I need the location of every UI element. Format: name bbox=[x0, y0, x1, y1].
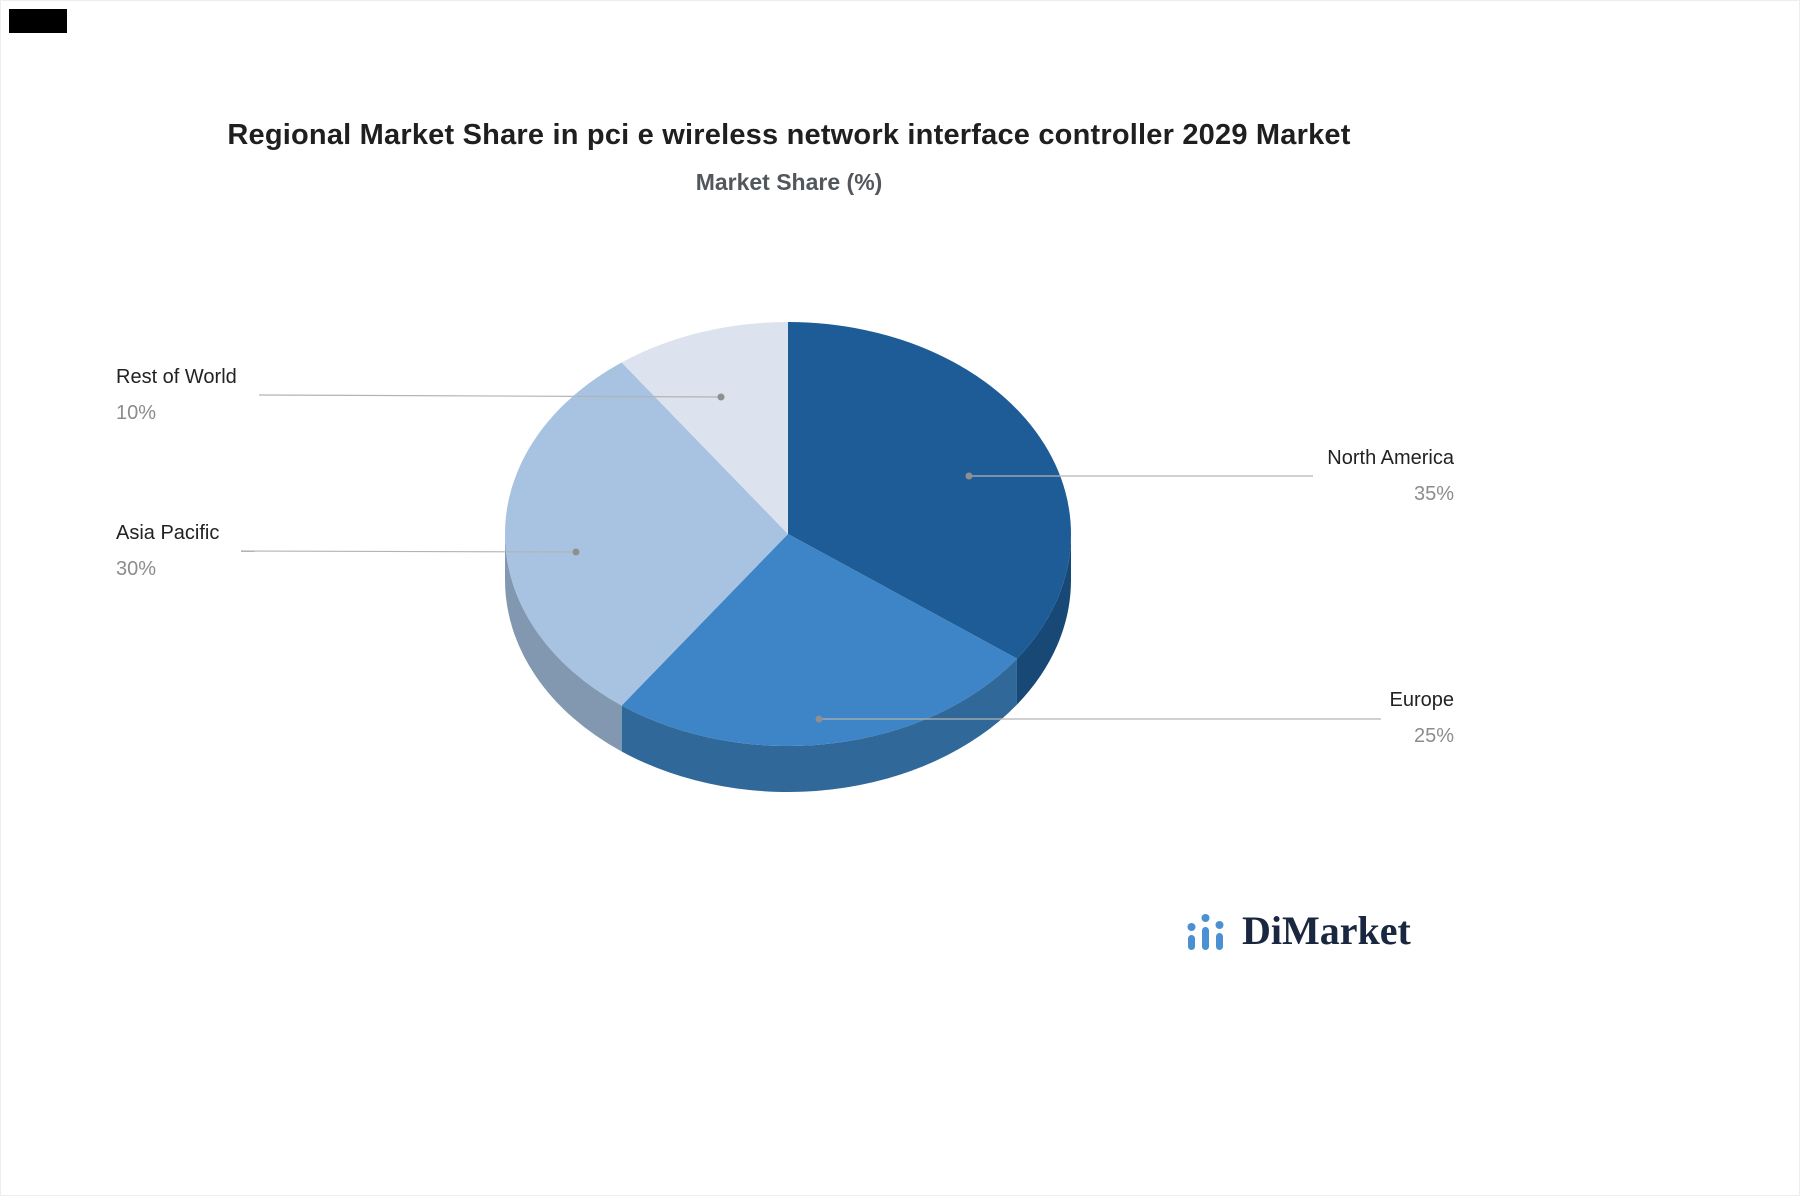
dimarket-logo: DiMarket bbox=[1185, 907, 1411, 955]
corner-mark bbox=[9, 9, 67, 33]
slice-value: 10% bbox=[116, 402, 157, 424]
pie-slice-north-america[interactable] bbox=[788, 322, 1071, 659]
slice-value: 30% bbox=[116, 558, 157, 580]
slice-value: 25% bbox=[1413, 725, 1454, 747]
pie-slice-europe[interactable] bbox=[621, 534, 1017, 746]
slice-value: 35% bbox=[1413, 483, 1454, 505]
label-rest-of-world: Rest of World 10% bbox=[116, 364, 237, 426]
slice-name: Rest of World bbox=[116, 366, 237, 388]
slice-name: North America bbox=[1327, 447, 1454, 469]
dimarket-logo-text: DiMarket bbox=[1242, 908, 1411, 953]
leader-dot bbox=[965, 472, 973, 480]
slice-name: Asia Pacific bbox=[116, 522, 220, 544]
pie-slice-side-asia-pacific[interactable] bbox=[505, 534, 622, 752]
leader-dot bbox=[815, 715, 823, 723]
label-europe: Europe 25% bbox=[1390, 687, 1455, 749]
label-asia-pacific: Asia Pacific 30% bbox=[116, 520, 219, 582]
pie-slice-side-europe[interactable] bbox=[621, 658, 1017, 792]
chart-title: Regional Market Share in pci e wireless … bbox=[227, 119, 1351, 151]
dimarket-logo-icon bbox=[1187, 914, 1224, 950]
leader-line bbox=[240, 550, 577, 553]
pie-slice-asia-pacific[interactable] bbox=[505, 362, 788, 706]
label-north-america: North America 35% bbox=[1327, 445, 1454, 507]
pie-slice-side-north-america[interactable] bbox=[1016, 534, 1071, 705]
leader-dot bbox=[572, 548, 580, 556]
leader-line bbox=[258, 394, 722, 398]
slice-name: Europe bbox=[1389, 689, 1455, 711]
chart-subtitle: Market Share (%) bbox=[695, 169, 883, 195]
pie-slice-rest-of-world[interactable] bbox=[621, 322, 788, 534]
leader-dot bbox=[717, 393, 725, 401]
